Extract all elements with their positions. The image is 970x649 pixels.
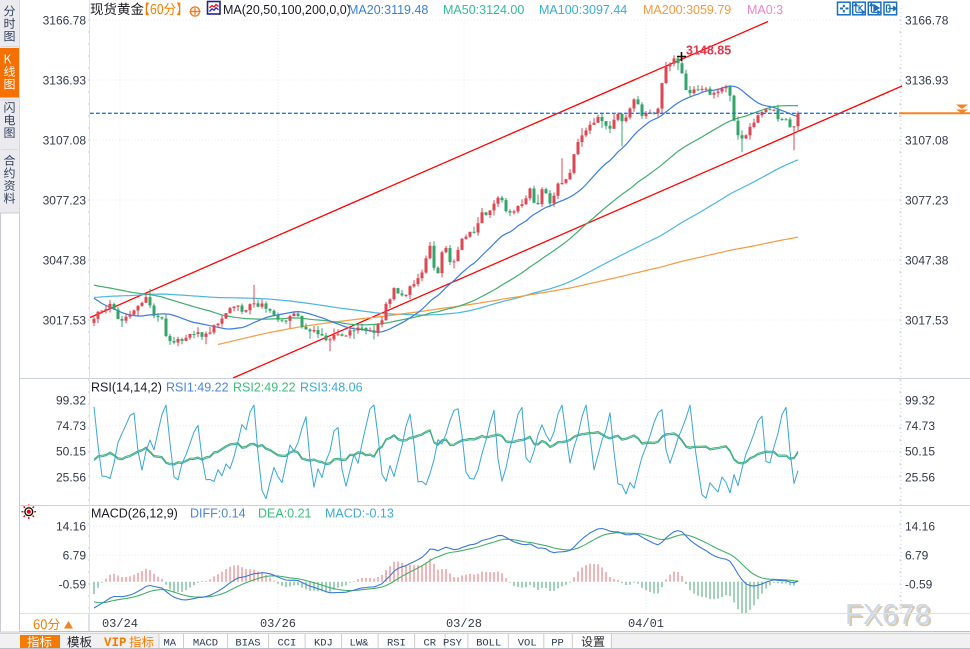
svg-text:CR: CR [423,638,436,649]
svg-text:CCI: CCI [277,638,296,649]
svg-text:MA(20,50,100,200,0,0): MA(20,50,100,200,0,0) [223,3,351,17]
svg-text:DIFF:0.14: DIFF:0.14 [190,507,246,521]
svg-text:VIP: VIP [104,636,127,649]
svg-text:25.56: 25.56 [905,470,935,484]
svg-text:50.15: 50.15 [905,445,935,459]
svg-text:MA0:3: MA0:3 [747,3,783,17]
svg-text:PP: PP [551,638,564,649]
svg-text:LW&: LW& [350,638,370,649]
svg-text:PSY: PSY [443,638,463,649]
svg-text:3136.93: 3136.93 [905,73,949,87]
svg-text:MA100:3097.44: MA100:3097.44 [539,3,627,17]
svg-text:25.56: 25.56 [56,470,86,484]
svg-text:3077.23: 3077.23 [43,193,87,207]
svg-text:BIAS: BIAS [235,638,260,649]
svg-text:MACD: MACD [193,638,218,649]
svg-text:MA50:3124.00: MA50:3124.00 [443,3,524,17]
svg-text:VOL: VOL [518,638,537,649]
svg-text:03/24: 03/24 [102,617,138,631]
svg-text:RSI1:49.22: RSI1:49.22 [166,381,229,395]
svg-text:74.73: 74.73 [905,419,935,433]
svg-text:FX678: FX678 [847,601,932,633]
svg-text:-0.59: -0.59 [905,577,933,591]
svg-text:14.16: 14.16 [56,519,86,533]
svg-text:3107.08: 3107.08 [43,133,87,147]
svg-text:3047.38: 3047.38 [43,253,87,267]
svg-text:3017.53: 3017.53 [43,313,87,327]
svg-text:FX678: FX678 [845,599,930,631]
svg-text:MACD(26,12,9): MACD(26,12,9) [91,507,178,521]
svg-text:99.32: 99.32 [905,393,935,407]
svg-text:MA200:3059.79: MA200:3059.79 [643,3,731,17]
svg-text:04/01: 04/01 [628,617,664,631]
svg-text:3148.85: 3148.85 [686,44,731,58]
svg-text:MACD:-0.13: MACD:-0.13 [325,507,394,521]
svg-text:-0.59: -0.59 [59,577,87,591]
svg-text:3166.78: 3166.78 [43,13,87,27]
svg-text:74.73: 74.73 [56,419,86,433]
svg-text:6.79: 6.79 [63,548,87,562]
svg-text:3136.93: 3136.93 [43,73,87,87]
svg-text:14.16: 14.16 [905,519,935,533]
svg-text:6.79: 6.79 [905,548,929,562]
svg-text:3107.08: 3107.08 [905,133,949,147]
svg-text:3017.53: 3017.53 [905,313,949,327]
svg-text:RSI(14,14,2): RSI(14,14,2) [91,381,162,395]
svg-text:3166.78: 3166.78 [905,13,949,27]
svg-text:KDJ: KDJ [314,638,333,649]
svg-text:03/26: 03/26 [260,617,296,631]
svg-text:99.32: 99.32 [56,393,86,407]
svg-text:RSI2:49.22: RSI2:49.22 [233,381,296,395]
svg-text:BOLL: BOLL [476,638,501,649]
svg-text:03/28: 03/28 [446,617,482,631]
svg-text:RSI: RSI [387,638,406,649]
svg-text:50.15: 50.15 [56,445,86,459]
svg-text:3047.38: 3047.38 [905,253,949,267]
svg-text:RSI3:48.06: RSI3:48.06 [300,381,363,395]
svg-text:MA: MA [163,638,176,649]
svg-text:3077.23: 3077.23 [905,193,949,207]
svg-text:DEA:0.21: DEA:0.21 [258,507,312,521]
svg-text:MA20:3119.48: MA20:3119.48 [348,3,428,17]
